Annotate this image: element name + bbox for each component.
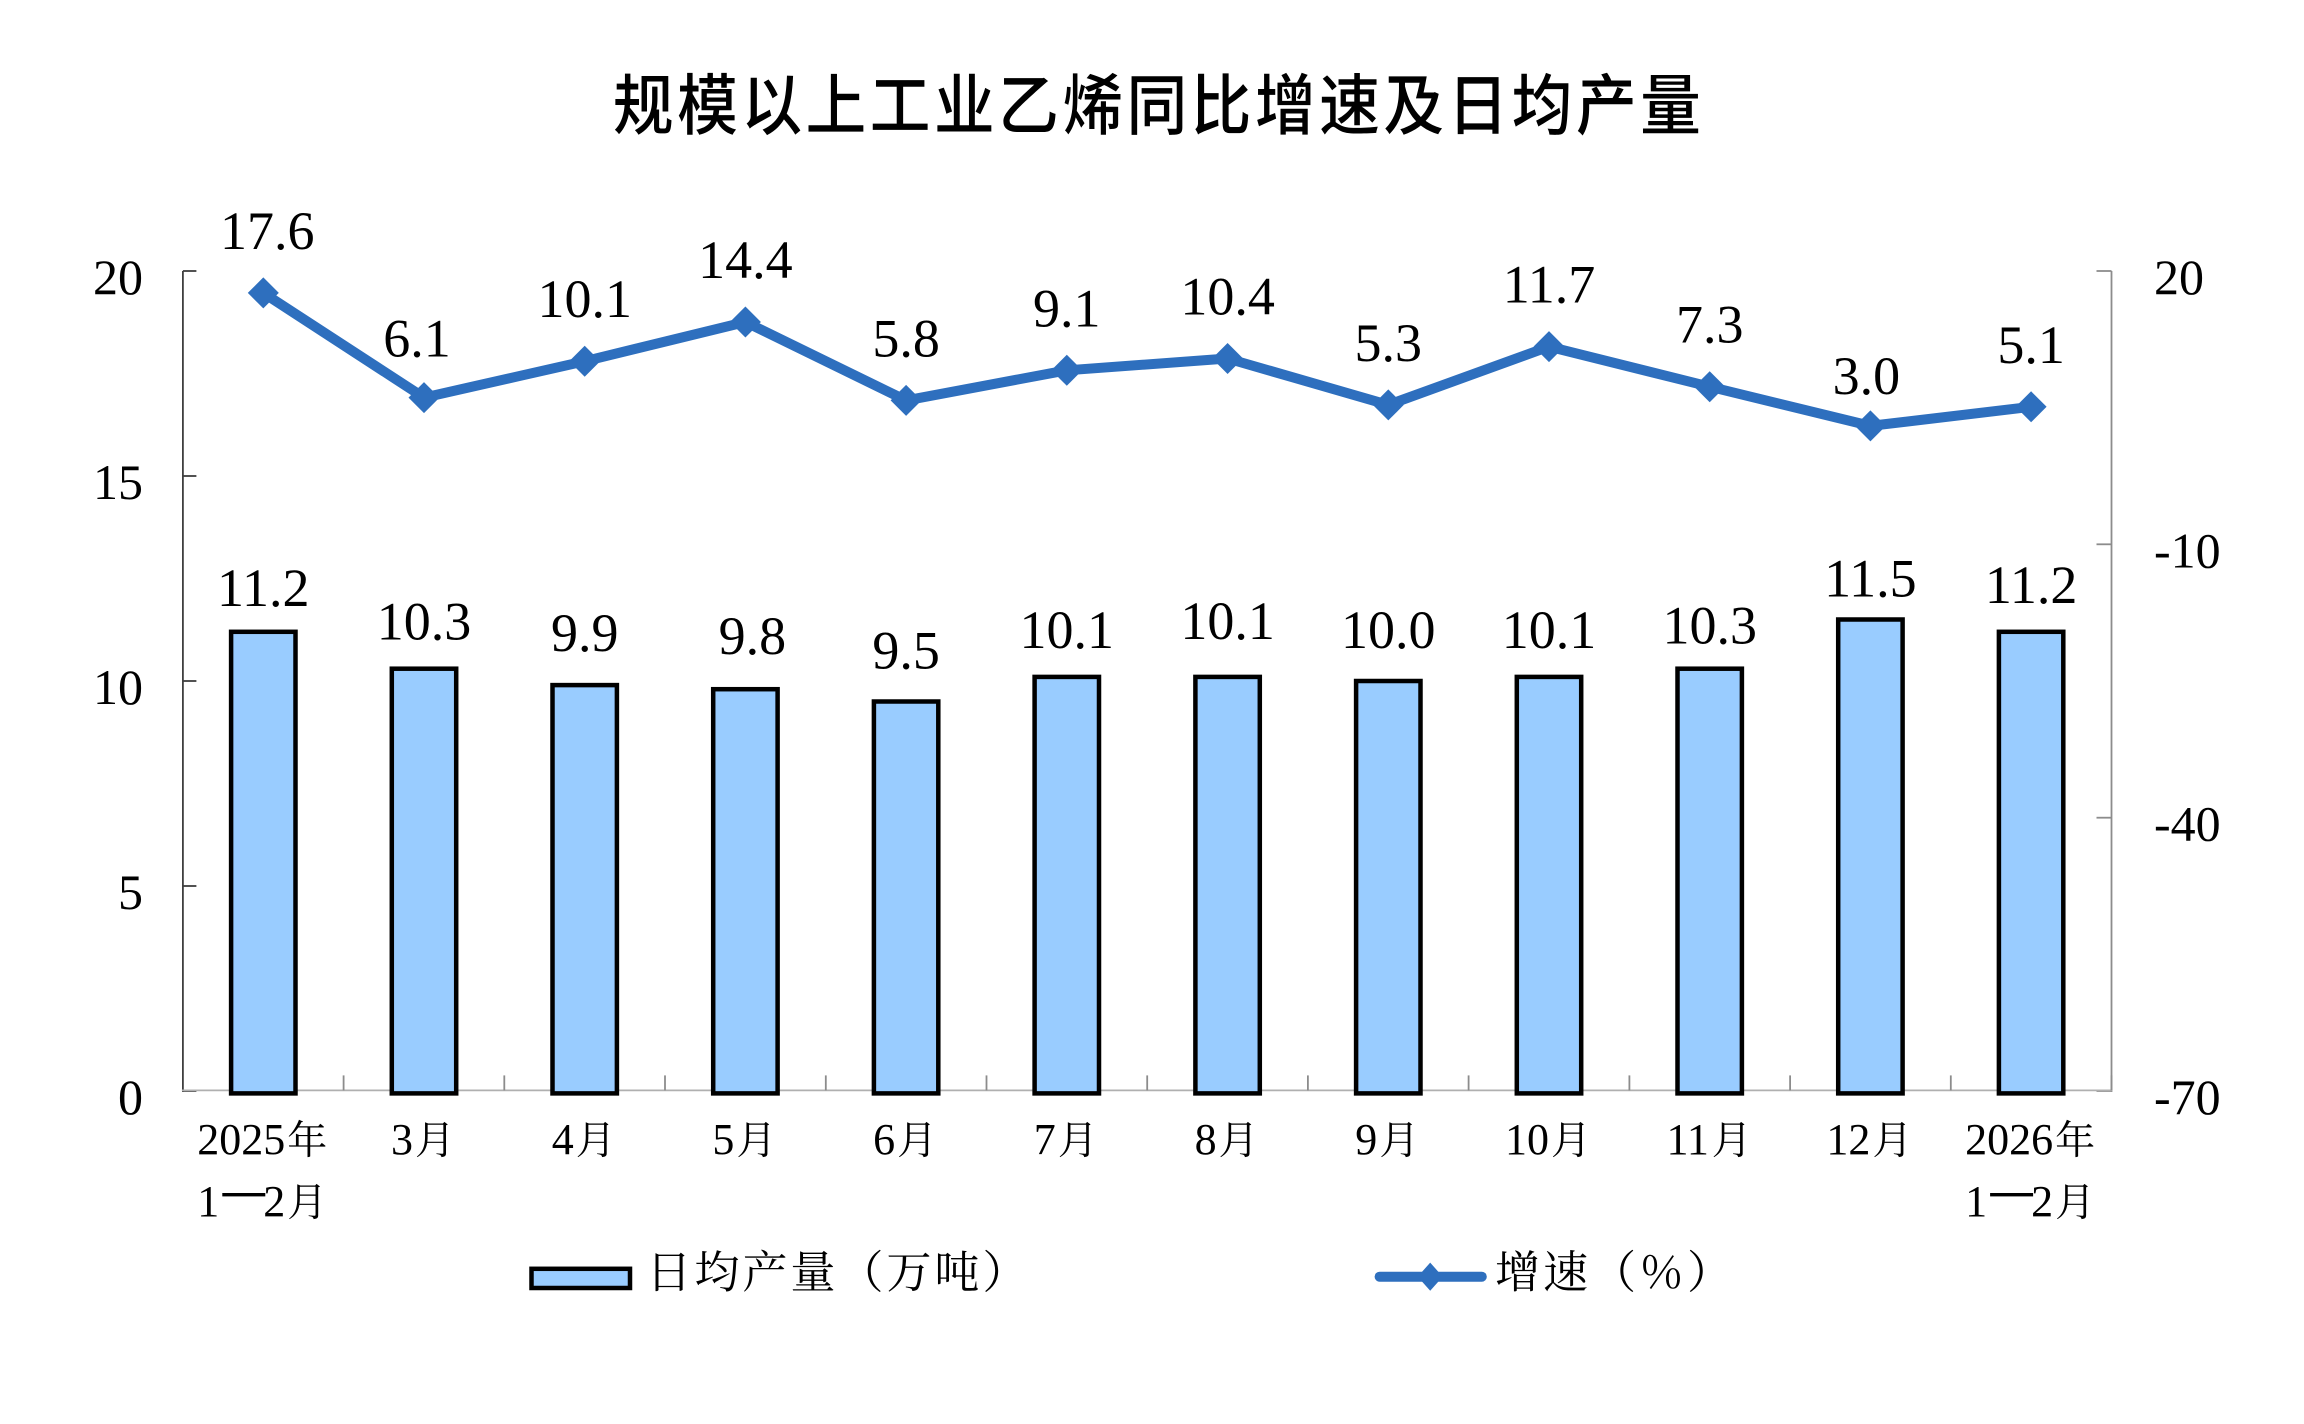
svg-text:-40: -40 <box>2154 796 2221 852</box>
svg-text:5.8: 5.8 <box>872 308 940 368</box>
svg-text:-70: -70 <box>2154 1069 2221 1125</box>
svg-text:7.3: 7.3 <box>1676 295 1744 355</box>
svg-text:9.5: 9.5 <box>872 621 940 681</box>
svg-text:10.3: 10.3 <box>1662 596 1757 656</box>
svg-text:12: 12 <box>1826 1115 1870 1164</box>
svg-text:7: 7 <box>1034 1115 1056 1164</box>
svg-text:2: 2 <box>2031 1177 2053 1226</box>
svg-text:11: 11 <box>1667 1115 1709 1164</box>
svg-text:9.1: 9.1 <box>1033 278 1101 338</box>
svg-text:20: 20 <box>2154 249 2204 305</box>
svg-text:1: 1 <box>197 1177 219 1226</box>
svg-text:10.3: 10.3 <box>377 592 472 652</box>
svg-text:10.4: 10.4 <box>1180 267 1275 327</box>
svg-text:10.1: 10.1 <box>1502 600 1597 660</box>
svg-text:10.0: 10.0 <box>1341 600 1436 660</box>
svg-text:3.0: 3.0 <box>1833 346 1901 406</box>
svg-text:0: 0 <box>118 1069 143 1125</box>
svg-text:11.2: 11.2 <box>1985 555 2078 615</box>
svg-text:17.6: 17.6 <box>220 201 315 261</box>
svg-text:15: 15 <box>93 454 143 510</box>
svg-text:5.1: 5.1 <box>1997 315 2065 375</box>
svg-text:10.1: 10.1 <box>537 269 632 329</box>
svg-text:2: 2 <box>263 1177 285 1226</box>
svg-text:10.1: 10.1 <box>1180 591 1275 651</box>
svg-text:5.3: 5.3 <box>1355 313 1423 373</box>
svg-text:6.1: 6.1 <box>383 309 451 369</box>
svg-text:20: 20 <box>93 249 143 305</box>
svg-text:3: 3 <box>391 1115 413 1164</box>
svg-text:2026: 2026 <box>1965 1115 2053 1164</box>
svg-text:4: 4 <box>552 1115 574 1164</box>
svg-text:5: 5 <box>712 1115 734 1164</box>
svg-text:1: 1 <box>1965 1177 1987 1226</box>
svg-text:11.7: 11.7 <box>1503 255 1596 315</box>
svg-text:8: 8 <box>1195 1115 1217 1164</box>
svg-text:9: 9 <box>1355 1115 1377 1164</box>
svg-text:9.8: 9.8 <box>719 606 787 666</box>
svg-text:2025: 2025 <box>197 1115 285 1164</box>
svg-text:5: 5 <box>118 864 143 920</box>
svg-text:9.9: 9.9 <box>551 603 619 663</box>
svg-text:6: 6 <box>873 1115 895 1164</box>
svg-text:11.2: 11.2 <box>217 558 310 618</box>
svg-text:-10: -10 <box>2154 522 2221 578</box>
svg-text:10.1: 10.1 <box>1020 600 1115 660</box>
svg-text:10: 10 <box>93 659 143 715</box>
svg-text:14.4: 14.4 <box>698 230 793 290</box>
svg-text:11.5: 11.5 <box>1824 549 1917 609</box>
svg-text:10: 10 <box>1505 1115 1549 1164</box>
